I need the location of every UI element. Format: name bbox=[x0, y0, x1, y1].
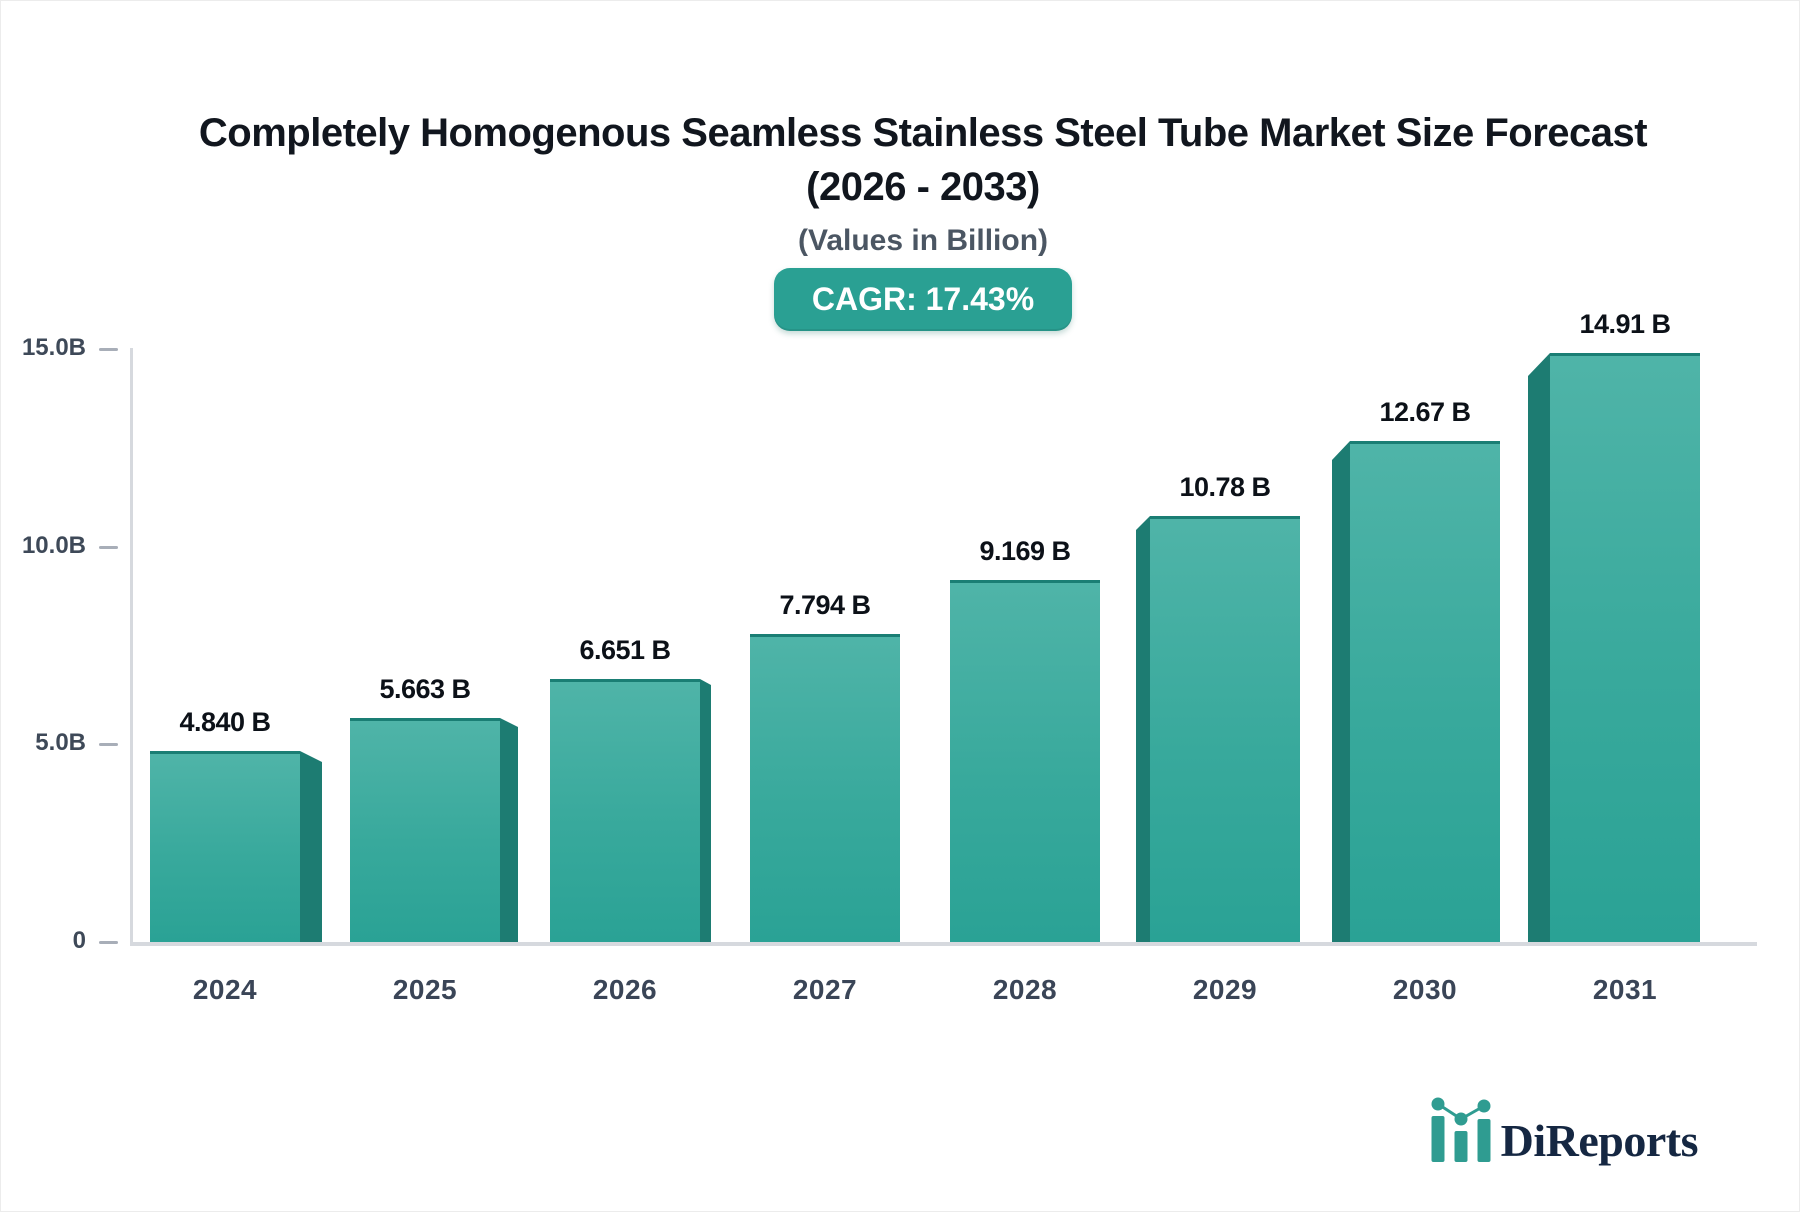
bar-value-label: 5.663 B bbox=[379, 674, 471, 704]
bar-3d-side bbox=[700, 679, 711, 942]
x-axis-line bbox=[130, 942, 1757, 946]
y-tick-label: 5.0B bbox=[35, 729, 86, 756]
x-tick-label: 2026 bbox=[592, 974, 658, 1005]
chart-subtitle: (Values in Billion) bbox=[797, 224, 1049, 257]
mini-bar-chart-icon bbox=[1431, 1097, 1491, 1162]
chart-title-line2: (2026 - 2033) bbox=[806, 165, 1040, 209]
y-tick-label: 15.0B bbox=[21, 334, 86, 361]
direports-logo: DiReports bbox=[1430, 1096, 1699, 1166]
bar-value-label: 10.78 B bbox=[1179, 472, 1271, 502]
y-tick-label: 10.0B bbox=[21, 532, 86, 559]
bar-value-label: 12.67 B bbox=[1379, 397, 1471, 427]
bar bbox=[1550, 353, 1700, 942]
y-tick-mark bbox=[99, 348, 118, 351]
bar bbox=[1350, 441, 1500, 942]
direports-logo-text: DiReports bbox=[1500, 1115, 1699, 1166]
bar-3d-side bbox=[1332, 441, 1350, 942]
x-tick-label: 2027 bbox=[792, 974, 858, 1005]
chart-header: Completely Homogenous Seamless Stainless… bbox=[46, 0, 1800, 331]
x-tick-label: 2024 bbox=[192, 974, 258, 1005]
bar bbox=[150, 751, 300, 942]
cagr-badge: CAGR: 17.43% bbox=[773, 268, 1073, 331]
bar-value-label: 14.91 B bbox=[1579, 309, 1671, 339]
bar-3d-side bbox=[300, 751, 322, 942]
bar-value-label: 9.169 B bbox=[979, 536, 1071, 566]
y-tick-mark bbox=[99, 743, 118, 746]
x-tick-label: 2030 bbox=[1392, 974, 1458, 1005]
x-tick-label: 2028 bbox=[992, 974, 1058, 1005]
bar-value-label: 4.840 B bbox=[179, 707, 271, 737]
bar-3d-side bbox=[500, 718, 518, 942]
bar bbox=[350, 718, 500, 942]
x-tick-label: 2025 bbox=[392, 974, 458, 1005]
bar-3d-side bbox=[1136, 516, 1150, 942]
bar bbox=[950, 580, 1100, 942]
y-axis-line bbox=[130, 348, 133, 946]
bar-value-label: 7.794 B bbox=[779, 590, 871, 620]
bar bbox=[750, 634, 900, 942]
bar bbox=[1150, 516, 1300, 942]
y-tick-mark bbox=[99, 546, 118, 549]
y-tick-label: 0 bbox=[72, 927, 86, 954]
x-tick-label: 2031 bbox=[1592, 974, 1658, 1005]
y-tick-mark bbox=[99, 941, 118, 944]
bar-value-label: 6.651 B bbox=[579, 635, 671, 665]
bar-3d-side bbox=[1528, 353, 1550, 942]
x-tick-label: 2029 bbox=[1192, 974, 1258, 1005]
bar bbox=[550, 679, 700, 942]
chart-title-line1: Completely Homogenous Seamless Stainless… bbox=[198, 111, 1648, 155]
